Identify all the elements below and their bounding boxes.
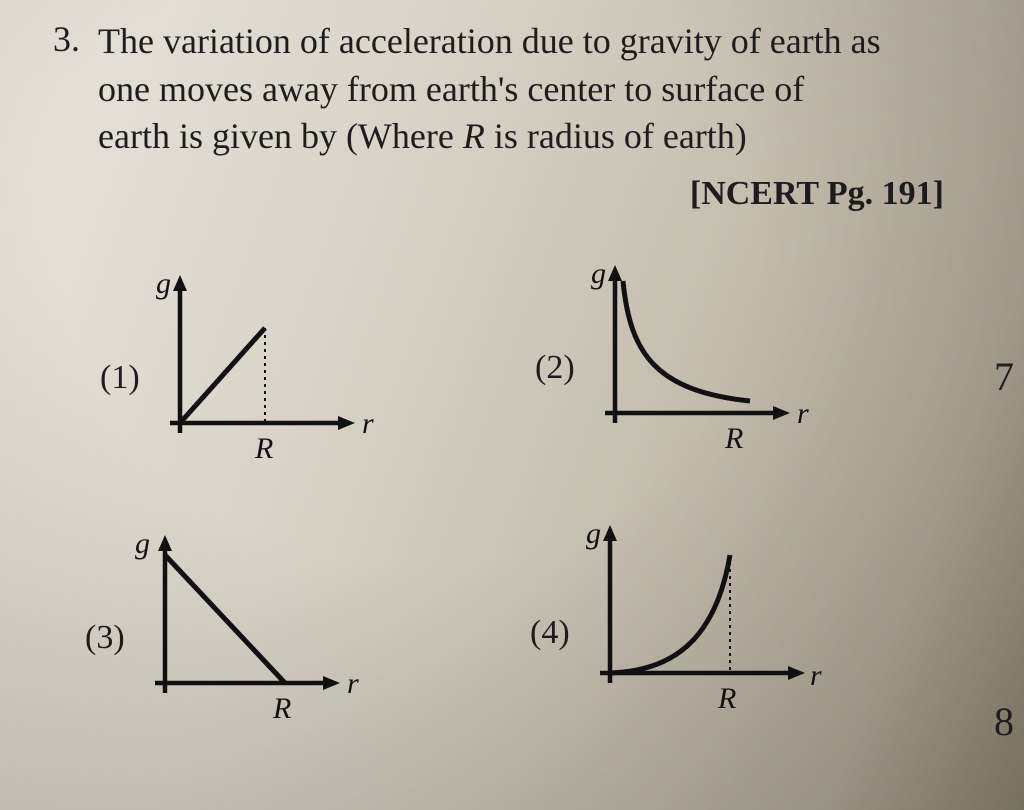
chart-3: g r R (135, 533, 375, 743)
question-variable-R: R (463, 116, 485, 156)
chart-1: g r R (150, 273, 380, 483)
margin-number-7: 7 (994, 353, 1014, 400)
chart-1-y-arrow (173, 275, 187, 291)
question-text: The variation of acceleration due to gra… (98, 18, 881, 161)
chart-1-R-label: R (254, 432, 273, 465)
content-area: 3. The variation of acceleration due to … (0, 0, 1024, 743)
option-3: (3) g r R (85, 533, 375, 743)
chart-2-y-arrow (608, 265, 622, 281)
chart-3-R-label: R (272, 692, 291, 725)
chart-4-g-label: g (586, 523, 601, 550)
chart-1-r-label: r (362, 407, 374, 440)
option-4-label: (4) (530, 614, 570, 652)
question-line-3a: earth is given by (Where (98, 116, 463, 156)
chart-4-curve (610, 555, 730, 673)
chart-2: g r R (585, 263, 825, 473)
chart-4-y-arrow (603, 525, 617, 541)
option-1-label: (1) (100, 359, 140, 397)
margin-number-8: 8 (994, 698, 1014, 745)
chart-1-g-label: g (156, 273, 171, 300)
chart-2-curve (623, 281, 750, 401)
chart-4-x-arrow (788, 666, 805, 680)
chart-2-r-label: r (797, 397, 809, 430)
reference-citation: [NCERT Pg. 191] (40, 175, 944, 213)
option-2: (2) g r R (535, 263, 825, 473)
chart-2-x-arrow (773, 406, 790, 420)
question-line-2: one moves away from earth's center to su… (98, 69, 804, 109)
option-3-label: (3) (85, 619, 125, 657)
chart-2-R-label: R (724, 422, 743, 455)
chart-4: g r R (580, 523, 830, 743)
question-number: 3. (40, 18, 80, 60)
option-2-label: (2) (535, 349, 575, 387)
question-line-1: The variation of acceleration due to gra… (98, 21, 881, 61)
question-row: 3. The variation of acceleration due to … (40, 18, 984, 161)
option-1: (1) g r R (100, 273, 380, 483)
chart-1-line (180, 328, 265, 423)
chart-2-g-label: g (591, 263, 606, 290)
chart-3-x-arrow (323, 676, 340, 690)
chart-1-x-arrow (338, 416, 355, 430)
options-area: (1) g r R (2) (40, 223, 984, 743)
chart-4-R-label: R (717, 682, 736, 715)
chart-3-g-label: g (135, 533, 150, 560)
chart-4-r-label: r (810, 659, 822, 692)
chart-3-line (165, 555, 285, 683)
chart-3-y-arrow (158, 535, 172, 551)
option-4: (4) g r R (530, 523, 830, 743)
question-line-3b: is radius of earth) (485, 116, 747, 156)
chart-3-r-label: r (347, 667, 359, 700)
